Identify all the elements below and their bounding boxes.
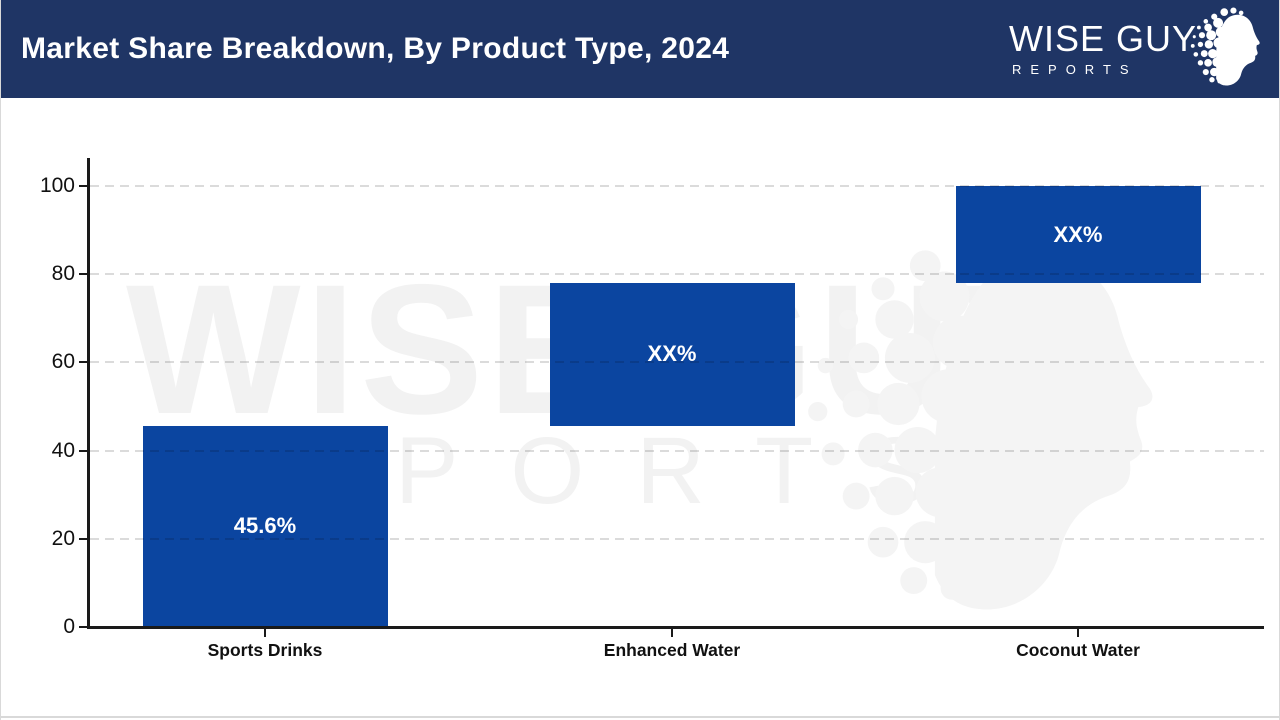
y-tick-label-100: 100 <box>39 174 75 197</box>
x-tick-2 <box>1077 629 1079 637</box>
page-bottom-border <box>1 716 1279 718</box>
y-tick-label-20: 20 <box>51 526 75 550</box>
brand-logo: WISE GUY REPORTS <box>1009 3 1267 95</box>
gridline-y80 <box>90 273 1264 276</box>
y-tick-60 <box>79 361 87 364</box>
y-tick-label-80: 80 <box>51 262 75 286</box>
x-tick-0 <box>264 629 266 637</box>
bar-0 <box>142 425 388 627</box>
page-title: Market Share Breakdown, By Product Type,… <box>21 32 730 65</box>
x-category-label-2: Coconut Water <box>1016 640 1140 660</box>
x-category-label-1: Enhanced Water <box>603 640 741 660</box>
y-axis-line <box>87 158 90 629</box>
bar-1 <box>549 283 795 426</box>
y-tick-20 <box>79 537 87 540</box>
gridline-y100 <box>90 185 1264 187</box>
y-tick-40 <box>79 449 87 452</box>
gridline-y60 <box>90 361 1264 364</box>
header: Market Share Breakdown, By Product Type,… <box>1 0 1279 98</box>
y-tick-80 <box>79 273 87 276</box>
y-tick-label-40: 40 <box>51 438 75 462</box>
bar-value-label-1: XX% <box>647 341 697 367</box>
y-tick-label-0: 0 <box>63 615 75 638</box>
x-axis-line <box>87 626 1264 629</box>
y-tick-100 <box>79 185 87 187</box>
x-tick-1 <box>671 629 673 637</box>
logo-text: WISE GUY REPORTS <box>1008 18 1197 78</box>
gridline-y40 <box>90 449 1264 452</box>
logo-subtext: REPORTS <box>1011 62 1138 77</box>
y-tick-label-60: 60 <box>51 350 75 374</box>
x-category-label-0: Sports Drinks <box>207 640 323 660</box>
y-tick-0 <box>79 626 87 628</box>
bar-2 <box>955 186 1201 284</box>
gridline-y20 <box>90 537 1264 540</box>
bar-value-label-2: XX% <box>1053 221 1103 247</box>
bar-value-label-0: 45.6% <box>233 513 297 539</box>
logo-wordmark: WISE GUY <box>1008 18 1197 59</box>
